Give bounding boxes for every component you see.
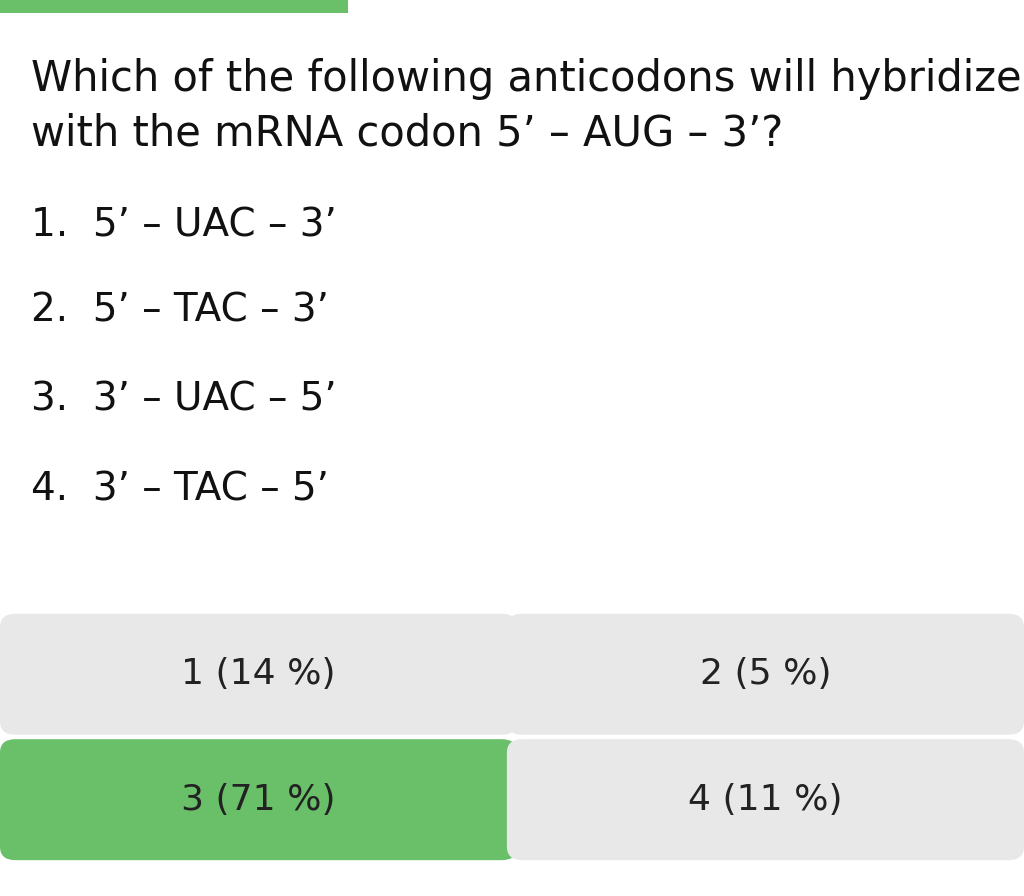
- FancyBboxPatch shape: [507, 614, 1024, 735]
- Text: 2 (5 %): 2 (5 %): [699, 658, 831, 691]
- FancyBboxPatch shape: [0, 0, 348, 13]
- FancyBboxPatch shape: [507, 739, 1024, 860]
- Text: 3.  3’ – UAC – 5’: 3. 3’ – UAC – 5’: [31, 381, 336, 418]
- Text: 4 (11 %): 4 (11 %): [688, 783, 843, 816]
- Text: Which of the following anticodons will hybridize: Which of the following anticodons will h…: [31, 58, 1021, 100]
- FancyBboxPatch shape: [0, 614, 517, 735]
- FancyBboxPatch shape: [0, 739, 517, 860]
- Text: 1.  5’ – UAC – 3’: 1. 5’ – UAC – 3’: [31, 206, 337, 244]
- Text: 4.  3’ – TAC – 5’: 4. 3’ – TAC – 5’: [31, 470, 329, 508]
- Text: with the mRNA codon 5’ – AUG – 3’?: with the mRNA codon 5’ – AUG – 3’?: [31, 112, 783, 154]
- Text: 1 (14 %): 1 (14 %): [181, 658, 336, 691]
- Text: 2.  5’ – TAC – 3’: 2. 5’ – TAC – 3’: [31, 291, 329, 329]
- Text: 3 (71 %): 3 (71 %): [181, 783, 336, 816]
